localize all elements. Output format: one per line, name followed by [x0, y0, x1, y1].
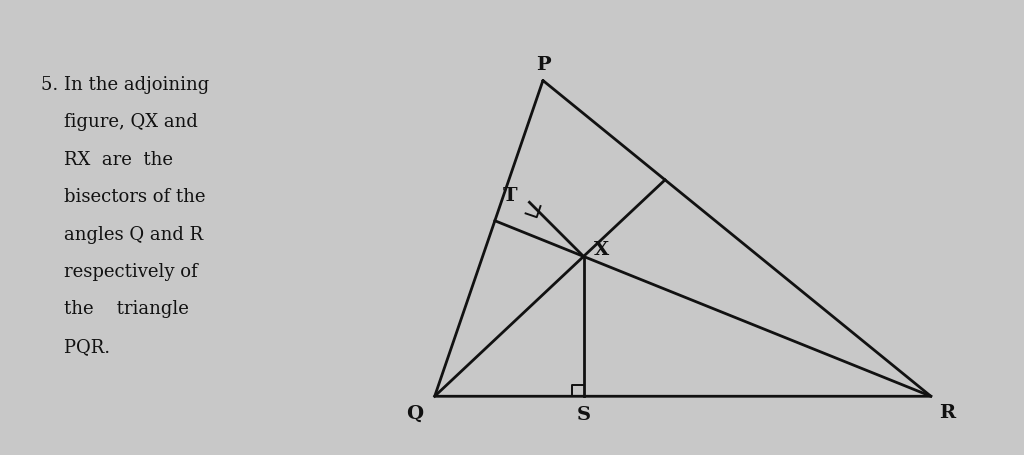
Text: angles Q and R: angles Q and R	[41, 225, 203, 243]
Text: 5. In the adjoining: 5. In the adjoining	[41, 76, 209, 94]
Text: P: P	[536, 56, 550, 74]
Text: the    triangle: the triangle	[41, 300, 188, 318]
Text: PQR.: PQR.	[41, 337, 111, 355]
Text: S: S	[577, 405, 591, 423]
Text: figure, QX and: figure, QX and	[41, 113, 198, 131]
Text: RX  are  the: RX are the	[41, 151, 173, 168]
Text: Q: Q	[407, 404, 423, 422]
Text: X: X	[594, 241, 609, 258]
Text: R: R	[939, 404, 955, 422]
Text: bisectors of the: bisectors of the	[41, 188, 206, 206]
Text: T: T	[502, 187, 517, 205]
Text: respectively of: respectively of	[41, 263, 198, 280]
